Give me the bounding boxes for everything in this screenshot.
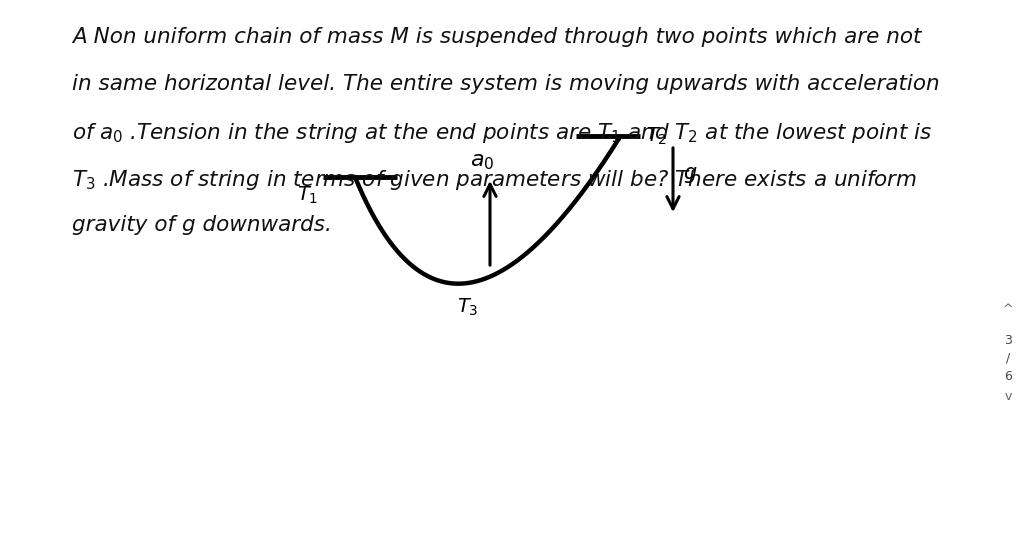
Text: v: v <box>1005 391 1012 403</box>
Text: /: / <box>1006 351 1010 365</box>
Text: 6: 6 <box>1005 370 1012 382</box>
Text: $T_2$: $T_2$ <box>646 125 668 147</box>
Text: ^: ^ <box>1002 304 1014 316</box>
Text: $T_3$: $T_3$ <box>458 297 479 319</box>
Text: $T_3$ .Mass of string in terms of given parameters will be? There exists a unifo: $T_3$ .Mass of string in terms of given … <box>72 168 918 192</box>
Text: $g$: $g$ <box>683 165 697 185</box>
Text: $T_1$: $T_1$ <box>297 185 318 206</box>
Text: A Non uniform chain of mass M is suspended through two points which are not: A Non uniform chain of mass M is suspend… <box>72 27 922 47</box>
Text: 3: 3 <box>1005 334 1012 346</box>
Text: in same horizontal level. The entire system is moving upwards with acceleration: in same horizontal level. The entire sys… <box>72 74 940 94</box>
Text: $a_0$: $a_0$ <box>470 152 495 172</box>
Text: of $a_0$ .Tension in the string at the end points are $T_1$ and $T_2$ at the low: of $a_0$ .Tension in the string at the e… <box>72 121 932 145</box>
Text: gravity of g downwards.: gravity of g downwards. <box>72 215 332 235</box>
